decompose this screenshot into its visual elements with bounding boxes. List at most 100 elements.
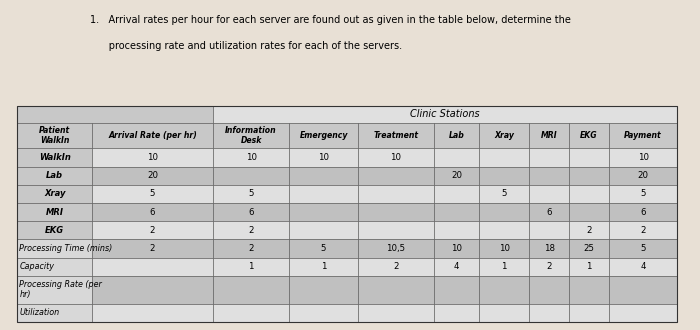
Text: Clinic Stations: Clinic Stations bbox=[410, 109, 480, 119]
Text: 10: 10 bbox=[147, 153, 158, 162]
Bar bbox=[289, 148, 358, 167]
Text: EKG: EKG bbox=[46, 226, 64, 235]
Text: Payment: Payment bbox=[624, 131, 662, 140]
Bar bbox=[358, 123, 434, 148]
Bar bbox=[289, 221, 358, 239]
Bar bbox=[569, 304, 609, 322]
Bar bbox=[213, 257, 289, 276]
Text: Patient
WalkIn: Patient WalkIn bbox=[39, 126, 71, 146]
Bar bbox=[529, 304, 569, 322]
Bar bbox=[569, 123, 609, 148]
Bar bbox=[92, 239, 213, 257]
Bar bbox=[213, 304, 289, 322]
Bar bbox=[609, 203, 678, 221]
Bar bbox=[529, 185, 569, 203]
Text: 18: 18 bbox=[544, 244, 554, 253]
Bar bbox=[609, 221, 678, 239]
Text: 1: 1 bbox=[501, 262, 507, 271]
Text: Treatment: Treatment bbox=[373, 131, 419, 140]
Bar bbox=[18, 123, 92, 148]
Text: Xray: Xray bbox=[494, 131, 514, 140]
Bar bbox=[92, 304, 213, 322]
Text: Utilization: Utilization bbox=[20, 308, 60, 317]
Text: 10: 10 bbox=[638, 153, 649, 162]
Bar bbox=[529, 239, 569, 257]
Bar bbox=[569, 185, 609, 203]
Bar bbox=[434, 123, 480, 148]
Bar bbox=[289, 203, 358, 221]
Bar bbox=[92, 276, 213, 304]
Bar bbox=[569, 167, 609, 185]
Bar bbox=[434, 203, 480, 221]
Bar bbox=[358, 148, 434, 167]
Bar bbox=[609, 167, 678, 185]
Bar bbox=[529, 257, 569, 276]
Bar bbox=[18, 203, 92, 221]
Bar bbox=[92, 185, 213, 203]
Text: 1: 1 bbox=[321, 262, 326, 271]
Text: Lab: Lab bbox=[46, 171, 63, 180]
Bar bbox=[92, 148, 213, 167]
Bar bbox=[18, 221, 92, 239]
Bar bbox=[434, 221, 480, 239]
Bar bbox=[358, 276, 434, 304]
Text: 2: 2 bbox=[150, 226, 155, 235]
Text: 2: 2 bbox=[547, 262, 552, 271]
Bar bbox=[569, 257, 609, 276]
Bar bbox=[480, 123, 529, 148]
Bar bbox=[529, 148, 569, 167]
Bar bbox=[213, 276, 289, 304]
Text: Information
Desk: Information Desk bbox=[225, 126, 277, 146]
Bar bbox=[529, 276, 569, 304]
Bar bbox=[213, 106, 678, 123]
Bar bbox=[480, 185, 529, 203]
Bar bbox=[480, 148, 529, 167]
Bar bbox=[92, 257, 213, 276]
Bar bbox=[529, 221, 569, 239]
Text: WalkIn: WalkIn bbox=[38, 153, 71, 162]
Bar bbox=[18, 185, 92, 203]
Text: 10: 10 bbox=[246, 153, 257, 162]
Text: 2: 2 bbox=[150, 244, 155, 253]
Text: 1.   Arrival rates per hour for each server are found out as given in the table : 1. Arrival rates per hour for each serve… bbox=[90, 15, 570, 25]
Text: 5: 5 bbox=[248, 189, 254, 198]
Bar bbox=[434, 148, 480, 167]
Bar bbox=[609, 239, 678, 257]
Bar bbox=[213, 221, 289, 239]
Text: EKG: EKG bbox=[580, 131, 598, 140]
Bar bbox=[358, 167, 434, 185]
Text: 5: 5 bbox=[321, 244, 326, 253]
Bar bbox=[434, 276, 480, 304]
Bar bbox=[434, 239, 480, 257]
Text: 10: 10 bbox=[498, 244, 510, 253]
Bar bbox=[18, 239, 92, 257]
Text: Capacity: Capacity bbox=[20, 262, 55, 271]
Text: Xray: Xray bbox=[44, 189, 66, 198]
Bar bbox=[18, 148, 92, 167]
Text: 5: 5 bbox=[640, 244, 646, 253]
Text: 10,5: 10,5 bbox=[386, 244, 405, 253]
Bar bbox=[434, 167, 480, 185]
Text: 10: 10 bbox=[391, 153, 402, 162]
Bar bbox=[18, 106, 678, 322]
Text: 2: 2 bbox=[393, 262, 399, 271]
Bar bbox=[569, 239, 609, 257]
Bar bbox=[358, 304, 434, 322]
Text: 1: 1 bbox=[587, 262, 592, 271]
Text: 2: 2 bbox=[248, 226, 254, 235]
Bar bbox=[480, 221, 529, 239]
Bar bbox=[289, 167, 358, 185]
Bar bbox=[569, 203, 609, 221]
Text: 25: 25 bbox=[584, 244, 594, 253]
Bar bbox=[213, 239, 289, 257]
Text: 6: 6 bbox=[547, 208, 552, 216]
Text: processing rate and utilization rates for each of the servers.: processing rate and utilization rates fo… bbox=[90, 41, 402, 51]
Bar bbox=[609, 276, 678, 304]
Bar bbox=[289, 185, 358, 203]
Bar bbox=[92, 167, 213, 185]
Text: 6: 6 bbox=[248, 208, 254, 216]
Text: 20: 20 bbox=[147, 171, 158, 180]
Text: 2: 2 bbox=[587, 226, 592, 235]
Bar bbox=[434, 185, 480, 203]
Bar bbox=[480, 257, 529, 276]
